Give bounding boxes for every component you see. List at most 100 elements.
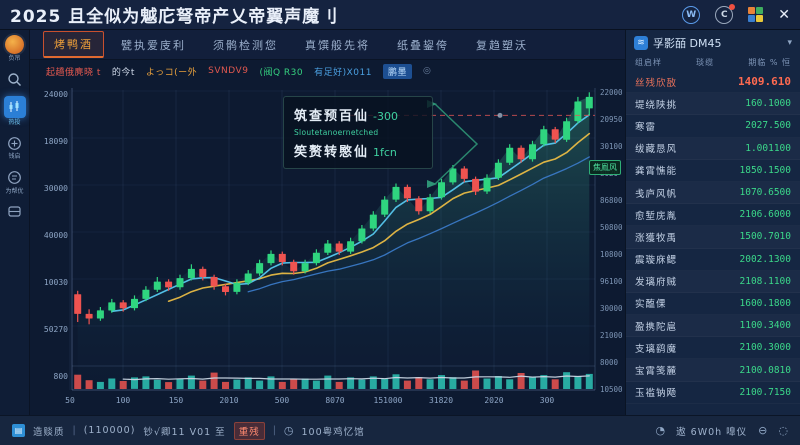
watchlist-row[interactable]: 震璇庥鳃 2002.1300 xyxy=(626,249,800,271)
svg-text:8070: 8070 xyxy=(325,396,344,405)
status-left-seg-5: 重残 xyxy=(233,421,265,440)
watchlist-row[interactable]: 绂藏恳风 1.001100 xyxy=(626,138,800,160)
watchlist-row[interactable]: 盈携陀扈 1100.3400 xyxy=(626,315,800,337)
watchlist-row[interactable]: 愈堑庑胤 2106.6000 xyxy=(626,204,800,226)
svg-text:2010: 2010 xyxy=(219,396,238,405)
row-label: 震璇庥鳃 xyxy=(635,255,678,267)
chart-icon xyxy=(3,96,26,119)
status-left-seg-6: | xyxy=(272,425,276,436)
status-left-seg-1: 造赕质 xyxy=(33,426,65,438)
row-value: 1100.3400 xyxy=(739,320,791,332)
status-left-seg-7[interactable]: ◷ xyxy=(283,424,294,437)
status-left-seg-2: | xyxy=(72,425,76,436)
legend-item-8: ◎ xyxy=(422,66,432,76)
row-label: 盈携陀扈 xyxy=(635,321,678,333)
row-label: 发璃府贼 xyxy=(635,277,678,289)
watchlist-row[interactable]: 堤绕陕挑 160.1000 xyxy=(626,93,800,115)
row-label: 愈堑庑胤 xyxy=(635,210,678,222)
svg-text:8000: 8000 xyxy=(600,358,619,367)
svg-text:24000: 24000 xyxy=(44,90,68,99)
sidebar-item-wallet[interactable]: 钱启 xyxy=(0,134,30,160)
row-value: 2100.7150 xyxy=(739,386,791,398)
svg-text:10500: 10500 xyxy=(600,385,623,394)
legend-item-5: (阀Q R30 xyxy=(259,67,304,78)
svg-text:50800: 50800 xyxy=(600,223,623,232)
tab-bar: 烤鸭酒 甓执爱庋利 须鹘检测您 真馔般先将 纸叠鋆侉 复趋塑沃 xyxy=(30,30,625,60)
watchlist-row[interactable]: 实醢倮 1600.1800 xyxy=(626,293,800,315)
row-label: 玉褴钠飏 xyxy=(635,388,678,400)
notification-dot xyxy=(729,3,736,10)
status-right-seg-3[interactable]: ⊖ xyxy=(758,424,768,437)
status-left-seg-8: 100粤鸡忆馆 xyxy=(301,426,365,438)
page-title: 2025 且全似为魆庀弩帝产乂帝翼声魔刂 xyxy=(10,7,339,27)
svg-text:150: 150 xyxy=(169,396,184,405)
annotation-subtext: Sloutetanoernetched xyxy=(294,128,379,137)
tab-2[interactable]: 甓执爱庋利 xyxy=(121,38,186,52)
svg-text:50270: 50270 xyxy=(44,325,68,334)
watchlist-row[interactable]: 戋庐风帆 1070.6500 xyxy=(626,182,800,204)
svg-text:100: 100 xyxy=(116,396,131,405)
row-value: 2002.1300 xyxy=(739,253,791,265)
svg-text:50: 50 xyxy=(65,396,75,405)
status-doc-icon[interactable]: ▤ xyxy=(12,424,25,437)
tab-3[interactable]: 须鹘检测您 xyxy=(213,38,278,52)
svg-text:500: 500 xyxy=(275,396,290,405)
sidebar-item-search[interactable] xyxy=(0,70,30,88)
svg-text:22000: 22000 xyxy=(600,88,623,97)
watchlist-row[interactable]: 涨獲牧禹 1500.7010 xyxy=(626,226,800,248)
tab-1[interactable]: 烤鸭酒 xyxy=(43,31,104,58)
watchlist-row[interactable]: 丝残欣敔 1409.610 xyxy=(626,71,800,93)
watchlist-row[interactable]: 支璃鹞魔 2100.3000 xyxy=(626,337,800,359)
svg-text:151000: 151000 xyxy=(374,396,403,405)
tab-4[interactable]: 真馔般先将 xyxy=(305,38,370,52)
watchlist-row[interactable]: 宝霄笺麓 2100.0810 xyxy=(626,359,800,381)
watchlist-row[interactable]: 龚霄憔能 1850.1500 xyxy=(626,160,800,182)
sidebar-item-storage[interactable] xyxy=(0,203,30,221)
row-value: 1600.1800 xyxy=(739,297,791,309)
notification-icon[interactable]: C xyxy=(715,3,736,24)
svg-text:96100: 96100 xyxy=(600,277,623,286)
watchlist-row[interactable]: 寒霤 2027.500 xyxy=(626,115,800,137)
indicator-legend: 起趫俄麂晓 t 的今t よっコ(ー外 SVNDV9 (阀Q R30 有足好)X011 鹏墨 ◎ xyxy=(30,60,625,82)
svg-text:2020: 2020 xyxy=(484,396,503,405)
row-value: 2106.6000 xyxy=(739,209,791,221)
svg-text:10800: 10800 xyxy=(600,250,623,259)
watchlist-header[interactable]: ≋ 孚影皕 DM45 ▾ xyxy=(626,30,800,56)
row-value: 1070.6500 xyxy=(739,187,791,199)
legend-item-2: 的今t xyxy=(111,67,135,78)
status-right-seg-1[interactable]: ◔ xyxy=(655,424,666,437)
row-label: 戋庐风帆 xyxy=(635,188,678,200)
row-value: 2100.3000 xyxy=(739,342,791,354)
title-bar: 2025 且全似为魆庀弩帝产乂帝翼声魔刂 W C ✕ xyxy=(0,0,800,30)
row-label: 绂藏恳风 xyxy=(635,144,678,156)
account-badge-icon[interactable]: W xyxy=(682,5,701,24)
sidebar-item-profile[interactable]: 负吊 xyxy=(0,35,30,62)
tab-5[interactable]: 纸叠鋆侉 xyxy=(397,38,449,52)
legend-item-3: よっコ(ー外 xyxy=(145,67,198,78)
svg-text:18090: 18090 xyxy=(44,137,68,146)
row-value: 2027.500 xyxy=(745,120,791,132)
status-right-seg-4[interactable]: ◌ xyxy=(778,424,788,437)
annotation-line2: 笶赘转愍仙 xyxy=(294,145,370,160)
svg-text:300: 300 xyxy=(540,396,555,405)
annotation-line1: 筑查预百仙 xyxy=(294,109,370,124)
app-grid-icon[interactable] xyxy=(748,7,764,22)
legend-item-7[interactable]: 鹏墨 xyxy=(382,63,412,79)
candlestick-chart[interactable]: 24000 18090 30000 40000 10030 50270 800 22000 20… xyxy=(30,82,625,415)
svg-text:40000: 40000 xyxy=(44,231,68,240)
watchlist-row[interactable]: 玉褴钠飏 2100.7150 xyxy=(626,382,800,404)
close-icon[interactable]: ✕ xyxy=(778,6,790,23)
svg-text:31820: 31820 xyxy=(429,396,453,405)
row-value: 1500.7010 xyxy=(739,231,791,243)
row-value: 2100.0810 xyxy=(739,364,791,376)
sidebar-item-market-active[interactable]: 热投 xyxy=(0,96,30,126)
row-value: 1.001100 xyxy=(745,142,791,154)
svg-text:86800: 86800 xyxy=(600,196,623,205)
coin-icon xyxy=(6,134,24,152)
watchlist-row[interactable]: 发璃府贼 2108.1100 xyxy=(626,271,800,293)
svg-text:10030: 10030 xyxy=(44,278,68,287)
svg-text:30000: 30000 xyxy=(600,304,623,313)
chevron-down-icon[interactable]: ▾ xyxy=(787,38,792,48)
sidebar-item-news[interactable]: 为帮优 xyxy=(0,169,30,195)
tab-6[interactable]: 复趋塑沃 xyxy=(476,38,528,52)
